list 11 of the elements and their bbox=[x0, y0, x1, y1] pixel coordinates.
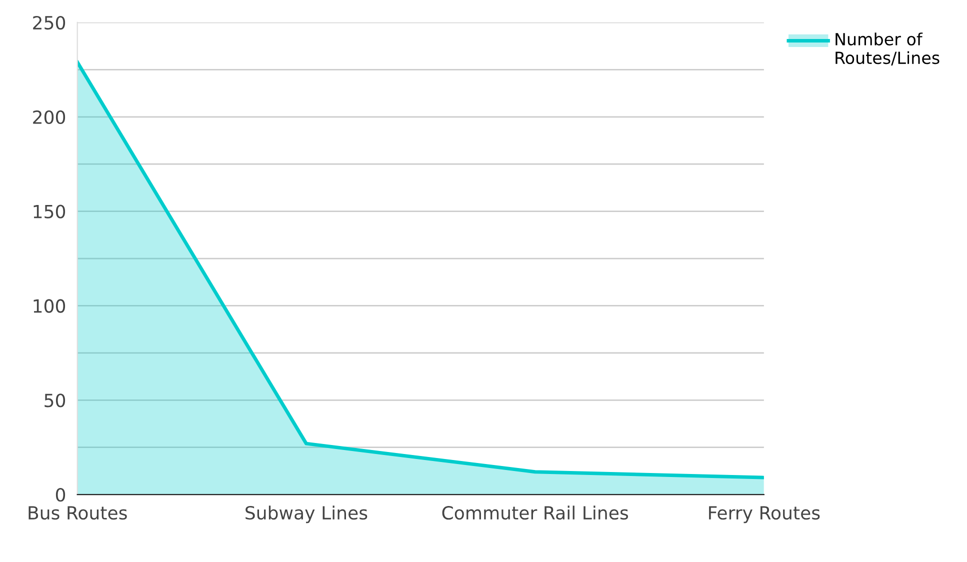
y-tick-label: 50 bbox=[44, 394, 66, 408]
y-tick-label: 100 bbox=[34, 299, 66, 313]
y-tick-label: 200 bbox=[33, 110, 66, 124]
y-tick-label: 0 bbox=[56, 488, 66, 502]
x-tick-label: Subway Lines bbox=[246, 506, 368, 524]
y-tick-label: 150 bbox=[34, 204, 66, 218]
legend-label: Number of Routes/Lines bbox=[836, 32, 940, 66]
x-tick-label: Ferry Routes bbox=[709, 506, 820, 524]
x-tick-label: Bus Routes bbox=[28, 506, 127, 520]
y-tick-label: 250 bbox=[33, 16, 66, 30]
x-tick-label: Commuter Rail Lines bbox=[442, 506, 628, 520]
